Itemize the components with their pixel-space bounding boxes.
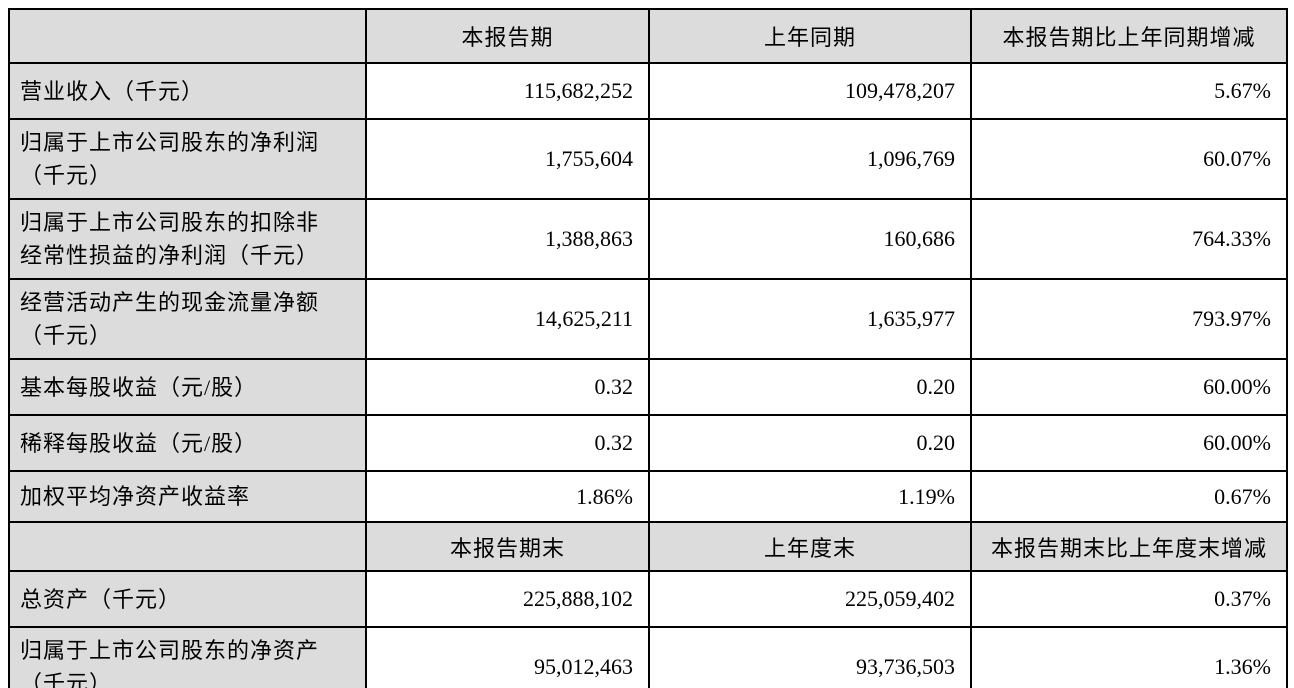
diluted-eps-change: 60.00% [970, 414, 1288, 472]
total-assets-prior: 225,059,402 [648, 570, 972, 628]
revenue-prior: 109,478,207 [648, 62, 972, 120]
row-diluted-eps: 稀释每股收益（元/股） 0.32 0.20 60.00% [8, 414, 1288, 472]
net-assets-label: 归属于上市公司股东的净资产 （千元） [8, 626, 367, 688]
net-assets-current: 95,012,463 [365, 626, 650, 688]
roe-prior: 1.19% [648, 470, 972, 523]
cash-flow-label: 经营活动产生的现金流量净额 （千元） [8, 278, 367, 360]
header-prior-period: 上年同期 [648, 8, 972, 64]
row-weighted-avg-roe: 加权平均净资产收益率 1.86% 1.19% 0.67% [8, 470, 1288, 523]
net-profit-prior: 1,096,769 [648, 118, 972, 200]
diluted-eps-label: 稀释每股收益（元/股） [8, 414, 367, 472]
header-row-period: 本报告期 上年同期 本报告期比上年同期增减 [8, 8, 1288, 64]
total-assets-change: 0.37% [970, 570, 1288, 628]
roe-label: 加权平均净资产收益率 [8, 470, 367, 523]
basic-eps-label: 基本每股收益（元/股） [8, 358, 367, 416]
diluted-eps-current: 0.32 [365, 414, 650, 472]
net-profit-excl-change: 764.33% [970, 198, 1288, 280]
header-row-period-end: 本报告期末 上年度末 本报告期末比上年度末增减 [8, 521, 1288, 572]
net-profit-excl-prior: 160,686 [648, 198, 972, 280]
financial-summary-table: 本报告期 上年同期 本报告期比上年同期增减 营业收入（千元） 115,682,2… [8, 8, 1288, 688]
header-current-period: 本报告期 [365, 8, 650, 64]
row-net-assets: 归属于上市公司股东的净资产 （千元） 95,012,463 93,736,503… [8, 626, 1288, 688]
basic-eps-change: 60.00% [970, 358, 1288, 416]
row-net-profit-excl-nonrecurring: 归属于上市公司股东的扣除非 经常性损益的净利润（千元） 1,388,863 16… [8, 198, 1288, 280]
roe-change: 0.67% [970, 470, 1288, 523]
net-assets-change: 1.36% [970, 626, 1288, 688]
cash-flow-change: 793.97% [970, 278, 1288, 360]
total-assets-label: 总资产（千元） [8, 570, 367, 628]
revenue-change: 5.67% [970, 62, 1288, 120]
header-period-change: 本报告期比上年同期增减 [970, 8, 1288, 64]
cash-flow-prior: 1,635,977 [648, 278, 972, 360]
net-profit-excl-current: 1,388,863 [365, 198, 650, 280]
total-assets-current: 225,888,102 [365, 570, 650, 628]
header-blank [8, 8, 367, 64]
row-basic-eps: 基本每股收益（元/股） 0.32 0.20 60.00% [8, 358, 1288, 416]
net-profit-label: 归属于上市公司股东的净利润 （千元） [8, 118, 367, 200]
cash-flow-current: 14,625,211 [365, 278, 650, 360]
net-profit-current: 1,755,604 [365, 118, 650, 200]
revenue-label: 营业收入（千元） [8, 62, 367, 120]
net-profit-change: 60.07% [970, 118, 1288, 200]
row-net-profit: 归属于上市公司股东的净利润 （千元） 1,755,604 1,096,769 6… [8, 118, 1288, 200]
row-operating-cash-flow: 经营活动产生的现金流量净额 （千元） 14,625,211 1,635,977 … [8, 278, 1288, 360]
row-revenue: 营业收入（千元） 115,682,252 109,478,207 5.67% [8, 62, 1288, 120]
header2-blank [8, 521, 367, 572]
roe-current: 1.86% [365, 470, 650, 523]
net-profit-excl-label: 归属于上市公司股东的扣除非 经常性损益的净利润（千元） [8, 198, 367, 280]
net-assets-prior: 93,736,503 [648, 626, 972, 688]
row-total-assets: 总资产（千元） 225,888,102 225,059,402 0.37% [8, 570, 1288, 628]
revenue-current: 115,682,252 [365, 62, 650, 120]
header-period-end-change: 本报告期末比上年度末增减 [970, 521, 1288, 572]
basic-eps-prior: 0.20 [648, 358, 972, 416]
diluted-eps-prior: 0.20 [648, 414, 972, 472]
basic-eps-current: 0.32 [365, 358, 650, 416]
header-prior-year-end: 上年度末 [648, 521, 972, 572]
header-current-period-end: 本报告期末 [365, 521, 650, 572]
